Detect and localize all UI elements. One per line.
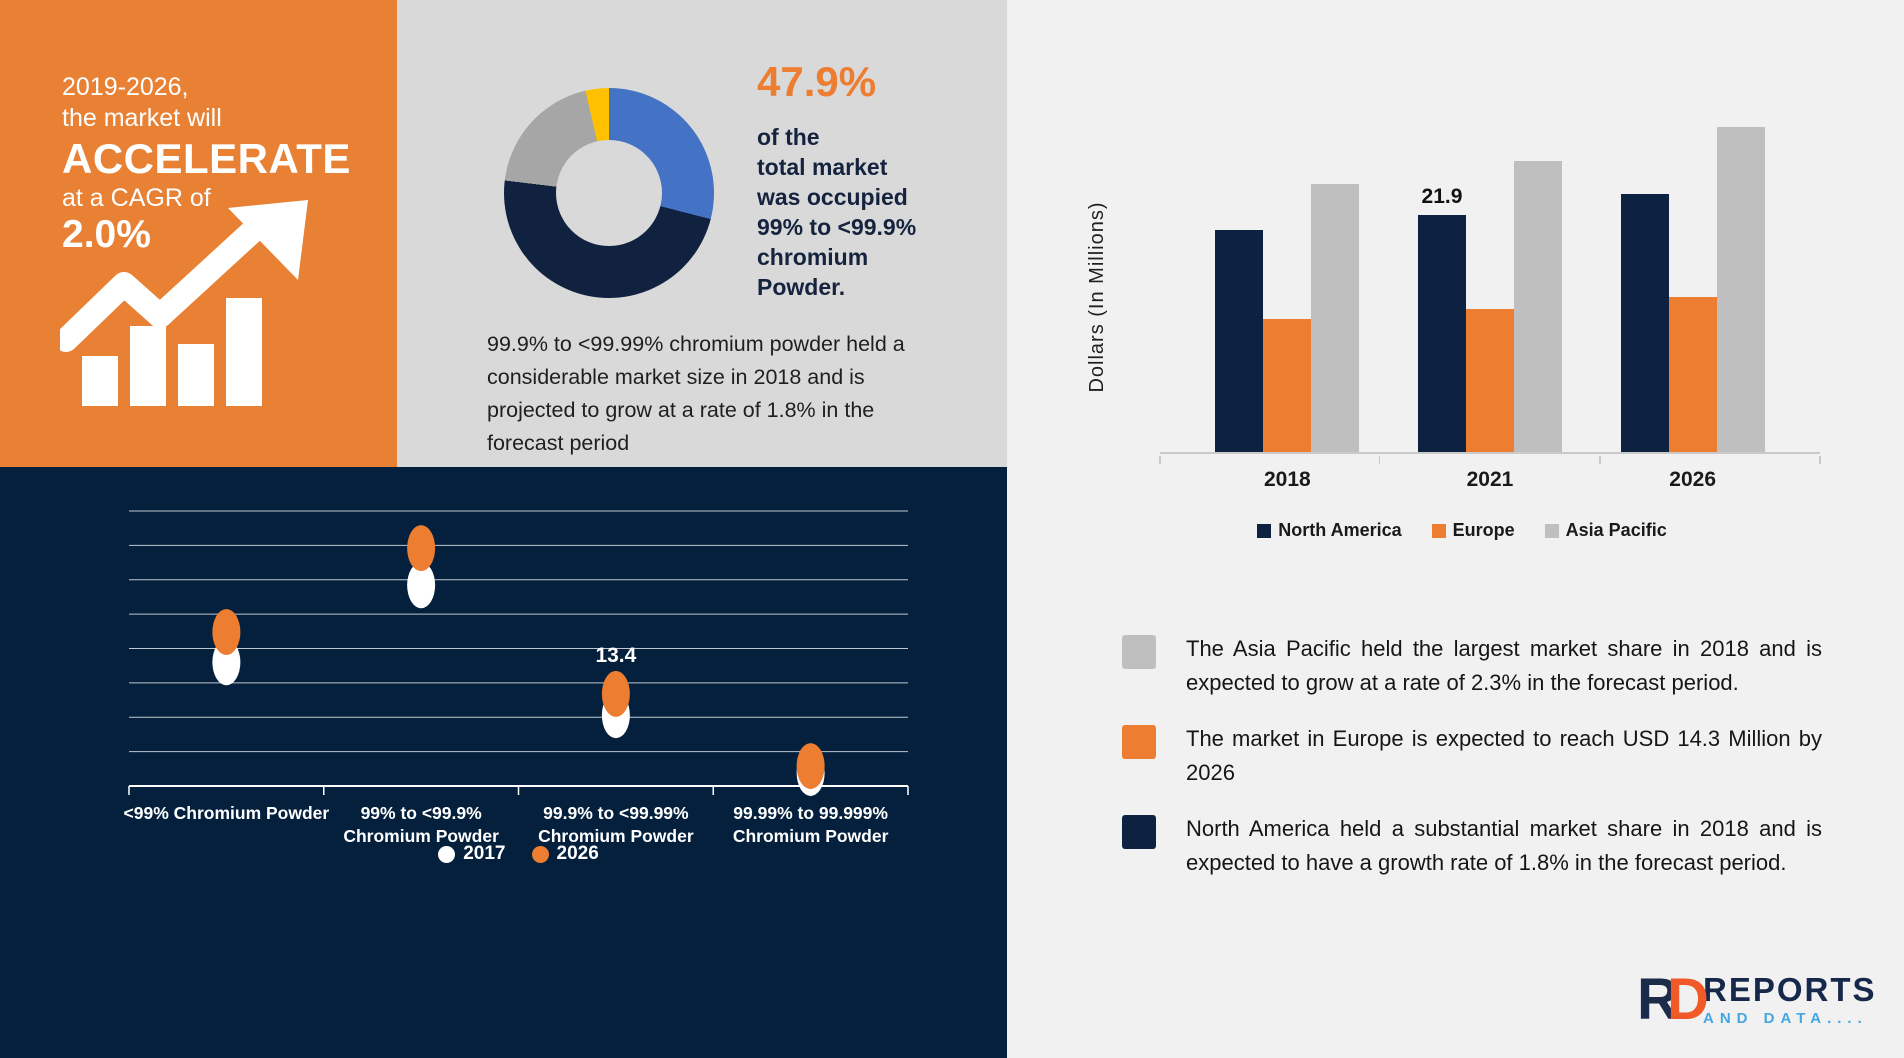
donut-stat-line: total market [757, 154, 888, 180]
callout-text: North America held a substantial market … [1186, 816, 1822, 875]
dot-legend-swatch [438, 845, 456, 863]
x-axis-label-2026: 2026 [1669, 468, 1716, 491]
cagr-period: 2019-2026, [62, 73, 189, 101]
legend-item-asia-pacific: Asia Pacific [1544, 520, 1667, 541]
bar-europe-2026 [1668, 297, 1717, 452]
europe-color-swatch [1122, 725, 1156, 759]
donut-note: 99.9% to <99.99% chromium powder held a … [487, 332, 905, 455]
donut-stat-line: of the [757, 124, 820, 150]
bar-group-2026 [1620, 127, 1765, 452]
logo-mark-r: R [1637, 967, 1679, 1032]
donut-stat-line: chromium [757, 244, 869, 270]
cagr-line2: the market will [62, 104, 222, 133]
logo-monogram-icon: R D [1637, 967, 1709, 1032]
category-label: 99% to <99.9% Chromium Powder [343, 803, 499, 843]
bar-europe-2021 [1465, 309, 1514, 452]
category-label: <99% Chromium Powder [124, 803, 330, 823]
legend-item-north-america: North America [1257, 520, 1402, 541]
donut-stat-line: was occupied [757, 184, 908, 210]
x-axis-label-2021: 2021 [1466, 468, 1514, 491]
dot-2026-cat2 [601, 670, 630, 717]
cagr-emphasis: ACCELERATE [62, 134, 351, 182]
bar-chart-x-axis-ticks [1159, 456, 1821, 464]
dot-legend-swatch [531, 845, 549, 863]
dot-2026-cat3 [796, 743, 825, 790]
logo-name: REPORTS [1703, 971, 1877, 1008]
bar-chart-x-labels: 2018 2021 2026 [1160, 468, 1820, 492]
dot-legend-item-2026: 2026 [531, 843, 599, 865]
purity-donut-chart [504, 88, 714, 298]
legend-label: Europe [1452, 520, 1515, 540]
x-axis-label-2018: 2018 [1263, 468, 1311, 491]
logo-tagline: AND DATA.... [1703, 1010, 1868, 1027]
dot-2017-cat1 [407, 562, 436, 609]
legend-swatch [1431, 523, 1446, 538]
regional-panel: Dollars (In Millions) 21.9 2018 2021 2026 … [1007, 0, 1904, 1058]
category-label: 99.99% to 99.999% Chromium Powder [733, 803, 889, 843]
bar-asia-pacific-2018 [1311, 184, 1360, 452]
callout-europe: The market in Europe is expected to reac… [1122, 722, 1822, 790]
legend-item-europe: Europe [1431, 520, 1515, 541]
x-axis-tick [1599, 456, 1601, 464]
bar-chart-y-axis-label: Dollars (In Millions) [1086, 201, 1108, 393]
donut-panel: 47.9% of the total market was occupied 9… [397, 0, 1007, 467]
donut-hole [556, 140, 662, 246]
bar-value-label: 21.9 [1421, 185, 1463, 208]
growth-chart-arrow-icon [60, 200, 308, 406]
dot-2026-cat1 [407, 525, 436, 572]
cagr-panel: 2019-2026, the market will ACCELERATE at… [0, 0, 397, 467]
bar-asia-pacific-2026 [1716, 127, 1765, 452]
logo-text: REPORTS AND DATA.... [1703, 971, 1877, 1028]
regional-bar-chart: 21.9 [1160, 124, 1820, 454]
legend-swatch [1544, 523, 1559, 538]
segments-panel: 13.4 <99% Chromium Powder 99% to <99.9% Chr… [0, 467, 1007, 1058]
logo-mark-d: D [1667, 967, 1709, 1032]
cagr-value: 2.0% [62, 213, 151, 257]
dot-legend-label: 2026 [556, 843, 599, 864]
x-axis-tick [1819, 456, 1821, 464]
north-america-color-swatch [1122, 815, 1156, 849]
segment-dot-plot: 13.4 <99% Chromium Powder 99% to <99.9% Chr… [124, 510, 909, 843]
donut-stat-line: 99% to <99.9% [757, 214, 917, 240]
donut-stat-value: 47.9% [757, 58, 877, 105]
cagr-text-block: 2019-2026, the market will ACCELERATE at… [62, 72, 351, 257]
x-axis-tick [1378, 456, 1381, 464]
x-axis-tick [1159, 456, 1161, 464]
cagr-line4: at a CAGR of [62, 183, 211, 212]
callout-asia-pacific: The Asia Pacific held the largest market… [1122, 632, 1822, 700]
bar-asia-pacific-2021 [1513, 161, 1562, 452]
legend-swatch [1257, 523, 1272, 538]
bar-group-2021: 21.9 [1417, 161, 1562, 452]
dot-legend-item-2017: 2017 [438, 843, 506, 865]
callout-text: The Asia Pacific held the largest market… [1186, 636, 1822, 695]
reports-and-data-logo: R D REPORTS AND DATA.... [1637, 967, 1877, 1032]
bar-europe-2018 [1263, 319, 1312, 452]
callout-north-america: North America held a substantial market … [1122, 812, 1822, 880]
bar-chart-legend: North America Europe Asia Pacific [1067, 520, 1857, 541]
dot-legend-label: 2017 [463, 843, 506, 864]
donut-stat-line: Powder. [757, 274, 846, 300]
dot-2026-cat0 [212, 609, 241, 655]
bar-north-america-2021: 21.9 [1417, 185, 1466, 452]
bar-north-america-2018 [1215, 230, 1264, 452]
legend-label: Asia Pacific [1565, 520, 1667, 540]
asia-pacific-color-swatch [1122, 635, 1156, 669]
category-label: 99.9% to <99.99% Chromium Powder [538, 803, 694, 843]
callout-text: The market in Europe is expected to reac… [1186, 726, 1822, 785]
dot-plot-legend: 2017 2026 [129, 843, 908, 865]
dot-value-label: 13.4 [595, 644, 636, 667]
bar-north-america-2026 [1620, 194, 1669, 452]
donut-stat-block: 47.9% of the total market was occupied 9… [757, 58, 997, 302]
legend-label: North America [1278, 520, 1402, 540]
bar-group-2018 [1215, 184, 1360, 452]
